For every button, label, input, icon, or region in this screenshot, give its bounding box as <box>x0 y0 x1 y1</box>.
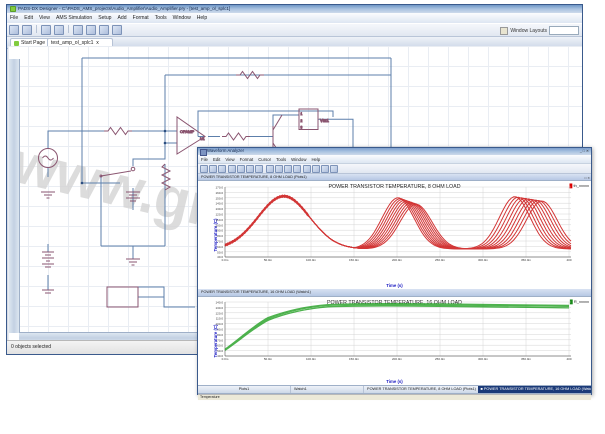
svg-text:3: 3 <box>301 126 303 130</box>
svg-text:50.0m: 50.0m <box>264 357 273 361</box>
svg-text:120.0: 120.0 <box>215 213 223 217</box>
svg-text:60.0: 60.0 <box>217 245 223 249</box>
svg-text:350.0m: 350.0m <box>521 357 532 361</box>
svg-text:150.0m: 150.0m <box>349 258 360 262</box>
svg-text:100.0m: 100.0m <box>306 357 317 361</box>
svg-text:140.0: 140.0 <box>215 300 223 304</box>
svg-text:110.0: 110.0 <box>216 316 224 320</box>
svg-text:100.0m: 100.0m <box>306 258 317 262</box>
svg-text:120.0: 120.0 <box>215 311 223 315</box>
svg-text:50.0m: 50.0m <box>264 258 273 262</box>
svg-text:60.0: 60.0 <box>217 343 223 347</box>
svg-text:70.0: 70.0 <box>217 338 223 342</box>
svg-text:U1: U1 <box>200 137 205 141</box>
svg-text:90.0: 90.0 <box>217 327 223 331</box>
svg-text:2: 2 <box>301 119 303 123</box>
svg-text:400: 400 <box>566 357 571 361</box>
svg-text:70.0: 70.0 <box>217 240 223 244</box>
svg-text:0.0m: 0.0m <box>222 258 229 262</box>
svg-text:50.0: 50.0 <box>217 349 223 353</box>
svg-text:250.0m: 250.0m <box>435 258 446 262</box>
svg-text:140.0: 140.0 <box>215 202 223 206</box>
svg-text:80.0: 80.0 <box>217 234 223 238</box>
svg-text:250.0m: 250.0m <box>435 357 446 361</box>
svg-text:150.0: 150.0 <box>215 197 223 201</box>
svg-text:170.0: 170.0 <box>215 186 223 190</box>
svg-text:OPAMP: OPAMP <box>180 129 194 134</box>
svg-text:Vm1: Vm1 <box>320 118 329 123</box>
svg-text:100.0: 100.0 <box>215 322 223 326</box>
svg-text:400: 400 <box>566 258 571 262</box>
svg-text:300.0m: 300.0m <box>478 258 489 262</box>
svg-text:200.0m: 200.0m <box>392 357 403 361</box>
svg-text:130.0: 130.0 <box>215 305 223 309</box>
svg-text:300.0m: 300.0m <box>478 357 489 361</box>
svg-text:80.0: 80.0 <box>217 332 223 336</box>
svg-text:200.0m: 200.0m <box>392 258 403 262</box>
svg-text:50.0: 50.0 <box>217 251 223 255</box>
svg-text:90.0: 90.0 <box>217 229 223 233</box>
svg-text:130.0: 130.0 <box>215 207 223 211</box>
svg-text:350.0m: 350.0m <box>521 258 532 262</box>
svg-text:0.0m: 0.0m <box>222 357 229 361</box>
svg-text:1: 1 <box>301 112 303 116</box>
svg-text:100.0: 100.0 <box>215 224 223 228</box>
svg-text:110.0: 110.0 <box>216 218 224 222</box>
svg-text:160.0: 160.0 <box>215 191 223 195</box>
svg-text:150.0m: 150.0m <box>349 357 360 361</box>
